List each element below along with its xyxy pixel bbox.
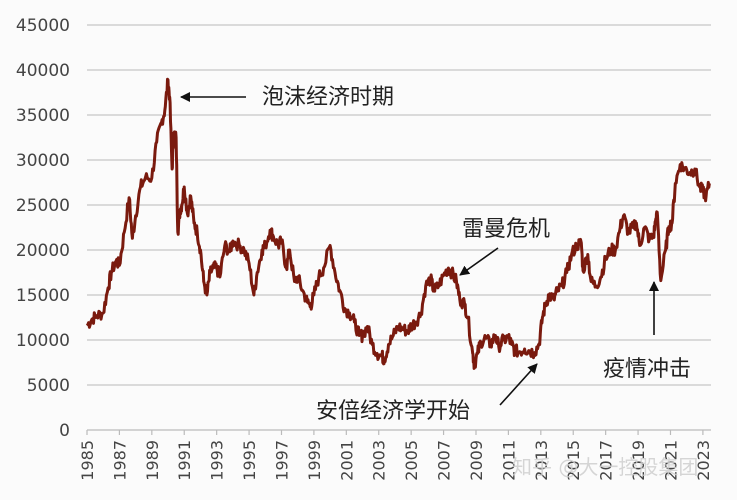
x-tick-label: 2013: [532, 440, 551, 481]
x-tick-label: 2009: [467, 440, 486, 481]
x-tick-label: 2007: [435, 440, 454, 481]
y-tick-label: 20000: [16, 241, 70, 261]
y-tick-label: 10000: [16, 331, 70, 351]
x-tick-label: 1999: [305, 440, 324, 481]
x-tick-label: 1987: [110, 440, 129, 481]
y-tick-label: 0: [59, 421, 70, 441]
y-tick-label: 25000: [16, 196, 70, 216]
x-tick-label: 2001: [337, 440, 356, 481]
x-tick-label: 1997: [272, 440, 291, 481]
x-tick-label: 1993: [208, 440, 227, 481]
y-tick-label: 15000: [16, 286, 70, 306]
x-tick-label: 2015: [564, 440, 583, 481]
y-tick-label: 45000: [16, 16, 70, 36]
x-axis: 1985 1987 1989 1991 1993 1995 1997 1999 2001 2003…: [78, 429, 713, 481]
y-tick-label: 40000: [16, 61, 70, 81]
x-tick-label: 2019: [629, 440, 648, 481]
x-tick-label: 1985: [78, 440, 97, 481]
y-tick-label: 5000: [27, 376, 70, 396]
x-tick-label: 2003: [370, 440, 389, 481]
annotation-arrow-icon: [459, 247, 499, 276]
x-tick-label: 1995: [240, 440, 259, 481]
y-tick-label: 35000: [16, 106, 70, 126]
x-tick-label: 2005: [402, 440, 421, 481]
x-tick-label: 2011: [499, 440, 518, 481]
x-tick-label: 2021: [661, 440, 680, 481]
y-axis: 0 5000 10000 15000 20000 25000 30000 35000 40000…: [16, 16, 70, 441]
x-tick-label: 2017: [597, 440, 616, 481]
annotation-label: 安倍经济学开始: [316, 399, 470, 424]
annotation-label: 泡沫经济时期: [262, 85, 394, 110]
annotation-arrow-icon: [499, 363, 538, 406]
annotation-label: 疫情冲击: [603, 357, 691, 382]
annotation-label: 雷曼危机: [462, 217, 550, 242]
y-tick-label: 30000: [16, 151, 70, 171]
index-line: [85, 77, 711, 370]
x-tick-label: 1991: [175, 440, 194, 481]
x-tick-label: 1989: [143, 440, 162, 481]
watermark: 知乎 @大一控股集团: [512, 455, 698, 479]
x-tick-label: 2023: [694, 440, 713, 481]
